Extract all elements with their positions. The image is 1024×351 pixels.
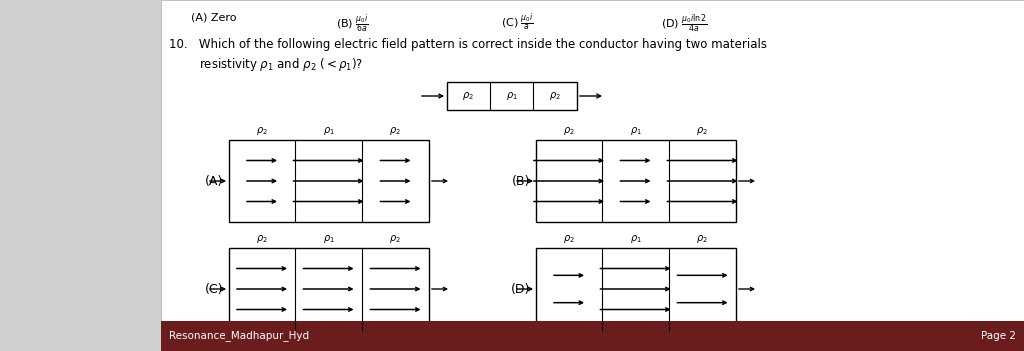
Text: (C) $\frac{\mu_0 i}{a}$: (C) $\frac{\mu_0 i}{a}$ xyxy=(501,12,534,33)
Text: (C): (C) xyxy=(205,283,223,296)
Text: $\rho_2$: $\rho_2$ xyxy=(389,125,400,137)
Text: $\rho_2$: $\rho_2$ xyxy=(696,233,708,245)
Bar xyxy=(229,140,429,222)
Text: $\rho_2$: $\rho_2$ xyxy=(549,90,561,102)
Text: (D) $\frac{\mu_0 i \ln 2}{4a}$: (D) $\frac{\mu_0 i \ln 2}{4a}$ xyxy=(662,12,708,35)
Bar xyxy=(536,140,736,222)
Text: $\rho_1$: $\rho_1$ xyxy=(630,233,642,245)
Text: $\rho_2$: $\rho_2$ xyxy=(389,233,400,245)
Text: $\rho_2$: $\rho_2$ xyxy=(696,125,708,137)
Text: $\rho_2$: $\rho_2$ xyxy=(462,90,474,102)
Bar xyxy=(229,248,429,330)
Text: $\rho_1$: $\rho_1$ xyxy=(324,125,335,137)
Text: (A) Zero: (A) Zero xyxy=(191,12,237,22)
Bar xyxy=(161,321,1024,351)
Text: $\rho_2$: $\rho_2$ xyxy=(256,125,268,137)
Text: (D): (D) xyxy=(511,283,530,296)
Text: $\rho_1$: $\rho_1$ xyxy=(324,233,335,245)
Bar xyxy=(536,248,736,330)
Text: 10.   Which of the following electric field pattern is correct inside the conduc: 10. Which of the following electric fiel… xyxy=(169,38,767,51)
Text: Page 2: Page 2 xyxy=(981,331,1016,341)
Text: (B): (B) xyxy=(512,174,530,187)
Text: $\rho_2$: $\rho_2$ xyxy=(563,125,574,137)
Text: $\rho_2$: $\rho_2$ xyxy=(563,233,574,245)
Text: $\rho_2$: $\rho_2$ xyxy=(256,233,268,245)
Bar xyxy=(161,0,1024,351)
Text: resistivity $\rho_1$ and $\rho_2$ $(<\rho_1)$?: resistivity $\rho_1$ and $\rho_2$ $(<\rh… xyxy=(199,56,364,73)
Text: $\rho_1$: $\rho_1$ xyxy=(630,125,642,137)
Bar xyxy=(0,0,161,351)
Text: (A): (A) xyxy=(205,174,223,187)
Text: (B) $\frac{\mu_0 i}{6a}$: (B) $\frac{\mu_0 i}{6a}$ xyxy=(336,12,369,35)
Bar xyxy=(447,82,577,110)
Text: $\rho_1$: $\rho_1$ xyxy=(506,90,518,102)
Text: Resonance_Madhapur_Hyd: Resonance_Madhapur_Hyd xyxy=(169,331,309,342)
